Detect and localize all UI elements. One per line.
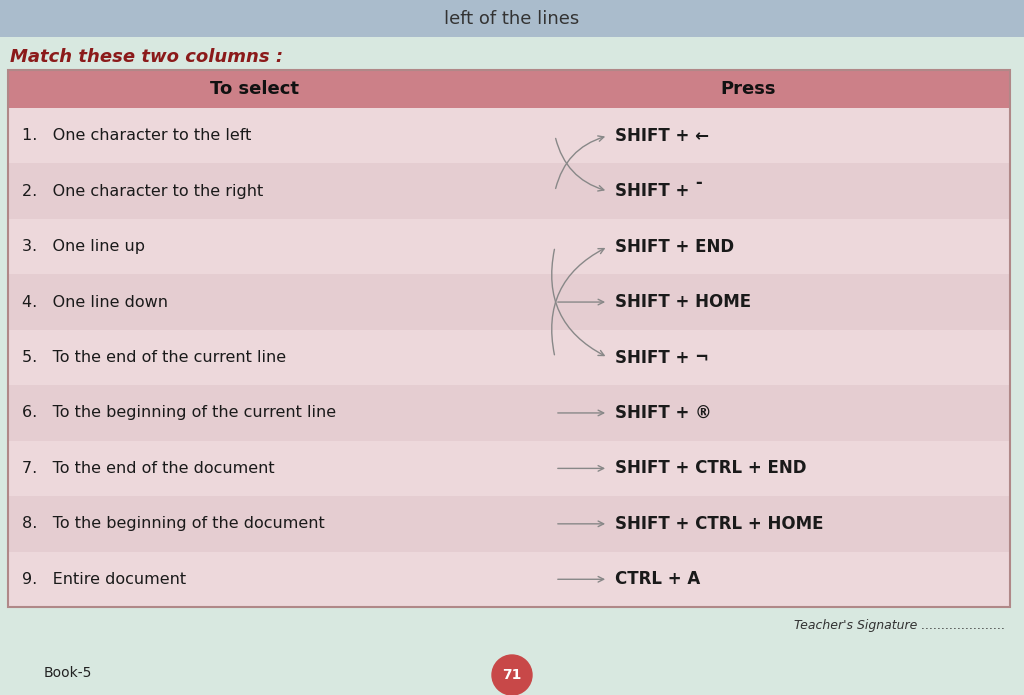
Text: SHIFT + ®: SHIFT + ® (615, 404, 712, 422)
Text: CTRL + A: CTRL + A (615, 571, 700, 588)
Bar (8, 330, 1010, 385)
Text: SHIFT + END: SHIFT + END (615, 238, 734, 256)
Text: SHIFT + HOME: SHIFT + HOME (615, 293, 752, 311)
Text: 6.   To the beginning of the current line: 6. To the beginning of the current line (22, 405, 336, 420)
Text: SHIFT + ¬: SHIFT + ¬ (615, 348, 709, 366)
Text: To select: To select (211, 80, 299, 98)
Text: Teacher's Signature .....................: Teacher's Signature ....................… (794, 619, 1005, 632)
Text: 9.   Entire document: 9. Entire document (22, 572, 186, 587)
Text: SHIFT + ←: SHIFT + ← (615, 126, 709, 145)
Text: Match these two columns :: Match these two columns : (10, 48, 283, 66)
Bar (0, 0, 1024, 37)
Bar (8, 70, 1010, 607)
Bar (8, 552, 1010, 607)
Text: 5.   To the end of the current line: 5. To the end of the current line (22, 350, 286, 365)
Text: SHIFT + CTRL + END: SHIFT + CTRL + END (615, 459, 807, 477)
Text: SHIFT + CTRL + HOME: SHIFT + CTRL + HOME (615, 515, 823, 533)
Bar (8, 70, 1010, 108)
Text: left of the lines: left of the lines (444, 10, 580, 28)
Bar (8, 70, 1010, 607)
Text: Book-5: Book-5 (44, 666, 92, 680)
Bar (8, 108, 1010, 163)
Bar (8, 275, 1010, 330)
Text: SHIFT + ¯: SHIFT + ¯ (615, 182, 703, 200)
Text: 1.   One character to the left: 1. One character to the left (22, 128, 251, 143)
Text: 4.   One line down: 4. One line down (22, 295, 168, 309)
Bar (8, 163, 1010, 219)
Text: 8.   To the beginning of the document: 8. To the beginning of the document (22, 516, 325, 532)
Text: Press: Press (720, 80, 775, 98)
Text: 2.   One character to the right: 2. One character to the right (22, 183, 263, 199)
Bar (8, 385, 1010, 441)
Text: 71: 71 (503, 668, 521, 682)
Circle shape (492, 655, 532, 695)
Text: 7.   To the end of the document: 7. To the end of the document (22, 461, 274, 476)
Bar (8, 496, 1010, 552)
Bar (8, 219, 1010, 275)
Text: 3.   One line up: 3. One line up (22, 239, 145, 254)
Bar (8, 441, 1010, 496)
